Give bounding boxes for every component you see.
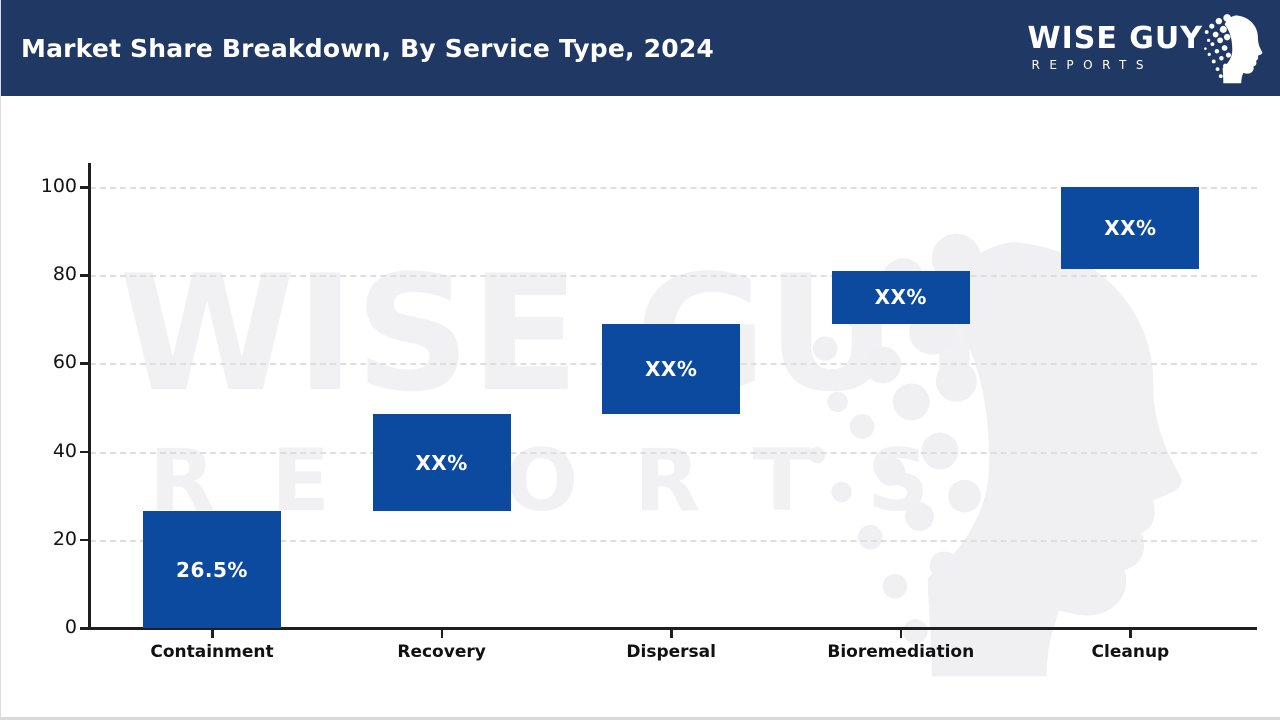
y-tick-mark-80: [80, 274, 89, 277]
gridline-40: [90, 451, 1257, 454]
x-category-label-bioremediation: Bioremediation: [827, 642, 975, 662]
bar-segment-cleanup: XX%: [1061, 187, 1200, 269]
x-category-label-cleanup: Cleanup: [1091, 642, 1170, 662]
dotted-head-icon: [1204, 14, 1263, 84]
x-tick-mark-recovery: [440, 629, 444, 638]
logo-subtitle: REPORTS: [1031, 58, 1153, 72]
x-tick-mark-dispersal: [670, 629, 673, 638]
bar-segment-containment: 26.5%: [143, 511, 281, 628]
bar-value-label: XX%: [644, 356, 698, 381]
y-tick-label-60: 60: [52, 351, 77, 374]
x-category-label-dispersal: Dispersal: [626, 642, 716, 662]
wise-guy-reports-logo: WISE GUY REPORTS: [1027, 11, 1263, 85]
header-bar: Market Share Breakdown, By Service Type,…: [1, 0, 1280, 96]
bar-value-label: 26.5%: [176, 557, 248, 582]
x-axis: [88, 627, 1257, 630]
y-tick-label-40: 40: [52, 439, 77, 462]
bar-value-label: XX%: [1104, 215, 1157, 240]
y-tick-label-20: 20: [52, 527, 77, 550]
gridline-20: [90, 539, 1257, 542]
gridline-100: [90, 187, 1257, 189]
bar-value-label: XX%: [415, 450, 468, 475]
y-tick-label-80: 80: [52, 263, 77, 286]
logo-wordmark: WISE GUY: [1027, 21, 1203, 56]
y-tick-label-100: 100: [40, 175, 77, 197]
logo-text: WISE GUY REPORTS: [1027, 21, 1203, 73]
chart-title: Market Share Breakdown, By Service Type,…: [21, 33, 715, 63]
x-tick-mark-cleanup: [1129, 629, 1132, 638]
x-category-label-recovery: Recovery: [397, 642, 486, 662]
chart-area: WISE GUY REPORTS 0 20 40 60 80 100 26.5% XX% XX…: [1, 96, 1280, 717]
y-tick-mark-20: [80, 538, 89, 542]
x-tick-mark-containment: [211, 629, 214, 638]
x-tick-mark-bioremediation: [899, 629, 903, 638]
bar-segment-bioremediation: XX%: [831, 270, 970, 324]
x-category-label-containment: Containment: [150, 642, 274, 662]
y-tick-mark-60: [80, 362, 89, 365]
y-tick-mark-0: [80, 627, 89, 630]
bar-value-label: XX%: [874, 285, 927, 310]
y-tick-mark-100: [80, 186, 89, 189]
bar-segment-recovery: XX%: [372, 414, 511, 512]
y-tick-mark-40: [80, 450, 89, 454]
y-axis: [88, 163, 91, 629]
y-tick-label-0: 0: [64, 616, 77, 638]
gridline-80: [90, 275, 1257, 278]
bar-segment-dispersal: XX%: [602, 323, 741, 415]
